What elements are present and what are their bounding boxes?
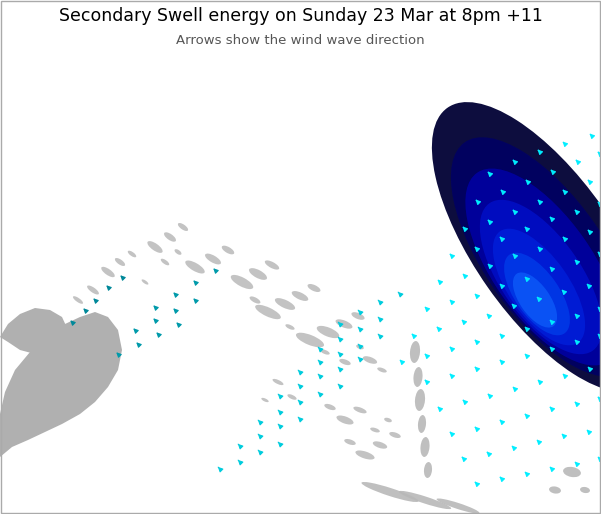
Ellipse shape: [255, 305, 281, 319]
Ellipse shape: [249, 297, 260, 304]
Ellipse shape: [451, 137, 601, 377]
Ellipse shape: [549, 486, 561, 493]
Ellipse shape: [115, 258, 125, 266]
Ellipse shape: [325, 404, 336, 410]
Ellipse shape: [87, 285, 99, 295]
Ellipse shape: [317, 326, 339, 338]
Ellipse shape: [308, 284, 320, 292]
Ellipse shape: [399, 491, 451, 509]
Ellipse shape: [178, 223, 188, 231]
Polygon shape: [0, 312, 122, 514]
Ellipse shape: [73, 296, 83, 304]
Ellipse shape: [287, 394, 297, 400]
Ellipse shape: [340, 359, 351, 365]
Ellipse shape: [465, 169, 601, 365]
Ellipse shape: [352, 312, 365, 320]
Ellipse shape: [410, 341, 420, 363]
Ellipse shape: [418, 415, 426, 433]
Ellipse shape: [275, 298, 295, 310]
Ellipse shape: [291, 291, 308, 301]
Ellipse shape: [142, 280, 148, 285]
Ellipse shape: [261, 398, 269, 402]
Ellipse shape: [164, 232, 176, 242]
Ellipse shape: [424, 462, 432, 478]
Ellipse shape: [580, 487, 590, 493]
Ellipse shape: [101, 267, 115, 277]
Ellipse shape: [415, 389, 425, 411]
Ellipse shape: [373, 442, 387, 449]
Ellipse shape: [160, 259, 169, 265]
Ellipse shape: [128, 251, 136, 258]
Polygon shape: [0, 308, 68, 354]
Ellipse shape: [363, 356, 377, 364]
Ellipse shape: [421, 437, 430, 457]
Ellipse shape: [384, 418, 392, 423]
Ellipse shape: [355, 450, 374, 460]
Ellipse shape: [265, 261, 279, 270]
Ellipse shape: [377, 368, 387, 373]
Ellipse shape: [563, 467, 581, 477]
Text: Arrows show the wind wave direction: Arrows show the wind wave direction: [176, 34, 425, 47]
Ellipse shape: [389, 432, 401, 438]
Ellipse shape: [370, 428, 380, 432]
Ellipse shape: [222, 246, 234, 254]
Ellipse shape: [205, 253, 221, 264]
Ellipse shape: [296, 333, 324, 347]
Ellipse shape: [174, 249, 182, 255]
Ellipse shape: [344, 439, 356, 445]
Ellipse shape: [185, 261, 205, 273]
Ellipse shape: [231, 275, 253, 289]
Ellipse shape: [513, 272, 557, 327]
Ellipse shape: [272, 379, 284, 385]
Ellipse shape: [432, 102, 601, 392]
Ellipse shape: [353, 407, 367, 413]
Text: Secondary Swell energy on Sunday 23 Mar at 8pm +11: Secondary Swell energy on Sunday 23 Mar …: [58, 7, 543, 25]
Ellipse shape: [356, 345, 364, 350]
Ellipse shape: [480, 200, 601, 354]
Ellipse shape: [147, 241, 163, 253]
Ellipse shape: [285, 324, 294, 330]
Ellipse shape: [335, 319, 352, 328]
Ellipse shape: [504, 253, 570, 335]
Ellipse shape: [436, 499, 480, 513]
Ellipse shape: [249, 268, 267, 280]
Ellipse shape: [493, 229, 585, 345]
Ellipse shape: [337, 415, 353, 425]
Ellipse shape: [413, 367, 423, 387]
Ellipse shape: [361, 482, 418, 502]
Ellipse shape: [320, 350, 330, 355]
